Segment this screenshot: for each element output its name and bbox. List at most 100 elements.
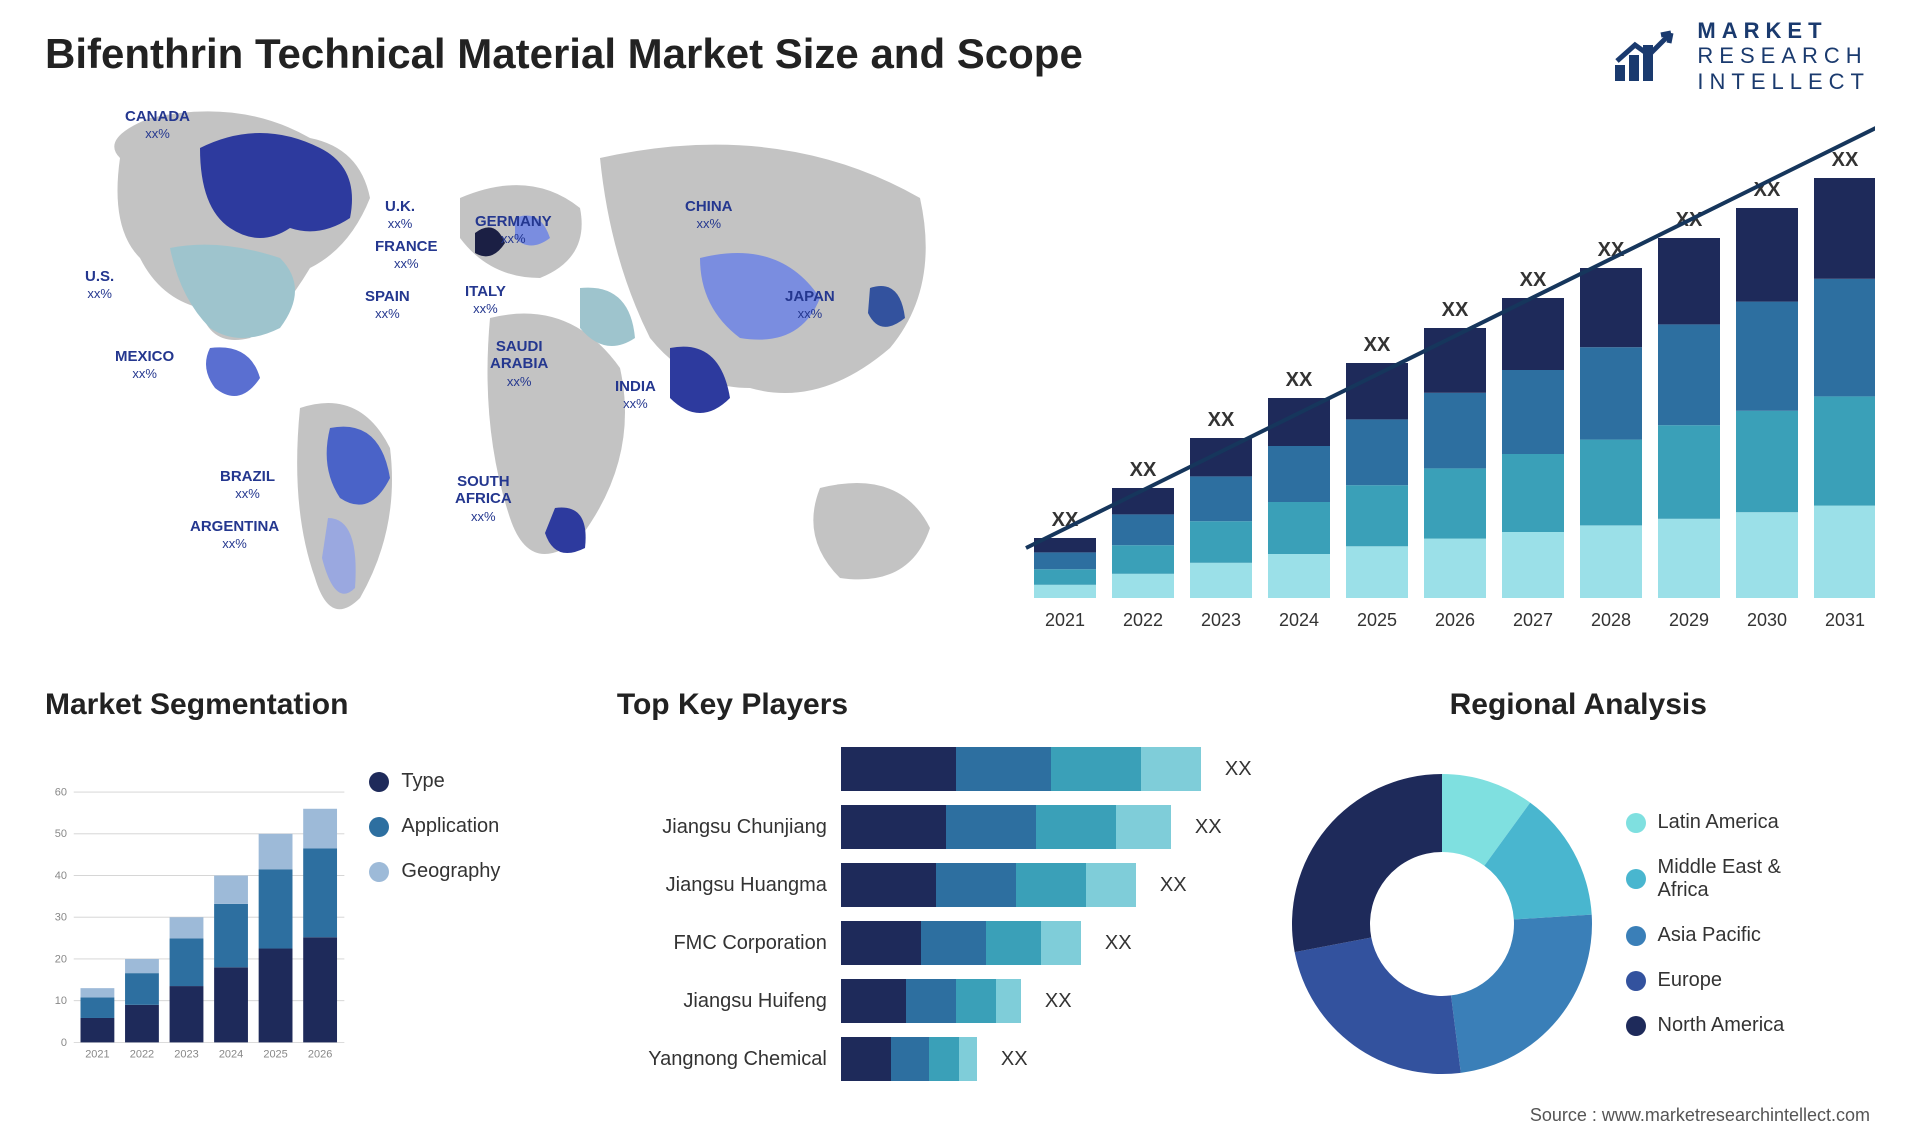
svg-text:2023: 2023	[174, 1049, 198, 1061]
player-bar-seg	[1016, 863, 1086, 907]
map-region-us	[170, 245, 295, 338]
svg-text:10: 10	[55, 995, 67, 1007]
legend-item: North America	[1626, 1014, 1785, 1037]
svg-text:2021: 2021	[85, 1049, 109, 1061]
svg-text:XX: XX	[1364, 334, 1391, 356]
map-label: U.S.xx%	[85, 268, 114, 303]
legend-label: Asia Pacific	[1658, 924, 1761, 947]
map-label: U.K.xx%	[385, 198, 415, 233]
legend-swatch-icon	[369, 772, 389, 792]
player-value: XX	[1045, 990, 1072, 1013]
legend-swatch-icon	[1626, 926, 1646, 946]
player-bar-seg	[1036, 805, 1116, 849]
svg-text:0: 0	[61, 1037, 67, 1049]
player-bar-seg	[956, 979, 996, 1023]
player-bar-seg	[841, 1037, 891, 1081]
svg-text:2028: 2028	[1591, 610, 1631, 630]
svg-text:XX: XX	[1286, 369, 1313, 391]
svg-text:30: 30	[55, 912, 67, 924]
map-label: GERMANYxx%	[475, 213, 552, 248]
svg-text:2021: 2021	[1045, 610, 1085, 630]
svg-text:50: 50	[55, 828, 67, 840]
player-name: Jiangsu Chunjiang	[617, 816, 827, 839]
source-attribution: Source : www.marketresearchintellect.com	[1530, 1105, 1870, 1126]
logo-text-1: MARKET	[1697, 18, 1870, 43]
player-bar-seg	[1041, 921, 1081, 965]
map-label: FRANCExx%	[375, 238, 438, 273]
svg-text:2031: 2031	[1825, 610, 1865, 630]
map-label: ITALYxx%	[465, 283, 506, 318]
player-bar-seg	[1141, 747, 1201, 791]
segmentation-title: Market Segmentation	[45, 688, 587, 722]
svg-text:20: 20	[55, 953, 67, 965]
legend-label: Application	[401, 815, 499, 838]
player-value: XX	[1105, 932, 1132, 955]
legend-label: Geography	[401, 860, 500, 883]
player-bar	[841, 921, 1081, 965]
logo-mark-icon	[1611, 27, 1683, 85]
player-bar-seg	[841, 747, 956, 791]
player-row: Jiangsu Huifeng XX	[617, 976, 1252, 1026]
player-row: Jiangsu Huangma XX	[617, 860, 1252, 910]
page-title: Bifenthrin Technical Material Market Siz…	[45, 30, 1875, 78]
legend-item: Geography	[369, 860, 586, 883]
map-label: JAPANxx%	[785, 288, 835, 323]
map-region-mexico	[206, 347, 260, 396]
players-panel: Top Key Players XXJiangsu ChunjiangXXJia…	[617, 688, 1252, 1108]
player-name: Jiangsu Huifeng	[617, 990, 827, 1013]
segmentation-legend: TypeApplicationGeography	[369, 740, 586, 1108]
player-bar-seg	[841, 805, 946, 849]
map-label: CHINAxx%	[685, 198, 733, 233]
legend-swatch-icon	[1626, 1016, 1646, 1036]
players-title: Top Key Players	[617, 688, 1252, 722]
player-row: FMC Corporation XX	[617, 918, 1252, 968]
svg-text:2023: 2023	[1201, 610, 1241, 630]
svg-text:2022: 2022	[1123, 610, 1163, 630]
player-bar-seg	[891, 1037, 929, 1081]
svg-text:XX: XX	[1208, 409, 1235, 431]
player-bar-seg	[921, 921, 986, 965]
legend-swatch-icon	[1626, 813, 1646, 833]
map-label: BRAZILxx%	[220, 468, 275, 503]
player-value: XX	[1160, 874, 1187, 897]
main-growth-chart: XX2021XX2022XX2023XX2024XX2025XX2026XX20…	[1005, 88, 1875, 648]
legend-item: Middle East &Africa	[1626, 856, 1785, 902]
map-label: ARGENTINAxx%	[190, 518, 279, 553]
legend-item: Latin America	[1626, 811, 1785, 834]
svg-text:2022: 2022	[130, 1049, 154, 1061]
legend-label: Middle East &Africa	[1658, 856, 1781, 902]
svg-text:2026: 2026	[308, 1049, 332, 1061]
regional-donut-chart	[1282, 764, 1602, 1084]
legend-item: Asia Pacific	[1626, 924, 1785, 947]
player-bar-seg	[841, 863, 936, 907]
map-label: CANADAxx%	[125, 108, 190, 143]
player-bar-seg	[906, 979, 956, 1023]
player-bar-seg	[1051, 747, 1141, 791]
player-bar-seg	[946, 805, 1036, 849]
svg-text:2025: 2025	[1357, 610, 1397, 630]
player-row: Jiangsu ChunjiangXX	[617, 802, 1252, 852]
svg-text:XX: XX	[1130, 459, 1157, 481]
player-name: Yangnong Chemical	[617, 1048, 827, 1071]
legend-swatch-icon	[1626, 869, 1646, 889]
player-value: XX	[1001, 1048, 1028, 1071]
player-bar	[841, 1037, 977, 1081]
player-bar-seg	[986, 921, 1041, 965]
legend-label: North America	[1658, 1014, 1785, 1037]
legend-label: Europe	[1658, 969, 1723, 992]
growth-bar-chart: XX2021XX2022XX2023XX2024XX2025XX2026XX20…	[1005, 88, 1875, 648]
player-bar	[841, 979, 1021, 1023]
svg-text:2024: 2024	[219, 1049, 243, 1061]
segmentation-panel: Market Segmentation 01020304050602021202…	[45, 688, 587, 1108]
svg-text:2030: 2030	[1747, 610, 1787, 630]
player-bar-seg	[959, 1037, 977, 1081]
player-name: FMC Corporation	[617, 932, 827, 955]
player-name: Jiangsu Huangma	[617, 874, 827, 897]
map-label: SPAINxx%	[365, 288, 410, 323]
svg-text:2026: 2026	[1435, 610, 1475, 630]
svg-text:XX: XX	[1442, 299, 1469, 321]
segmentation-bar-chart: 0102030405060202120222023202420252026	[45, 740, 349, 1108]
player-value: XX	[1225, 758, 1252, 781]
legend-item: Europe	[1626, 969, 1785, 992]
regional-legend: Latin America Middle East &Africa Asia Pac…	[1626, 811, 1785, 1037]
